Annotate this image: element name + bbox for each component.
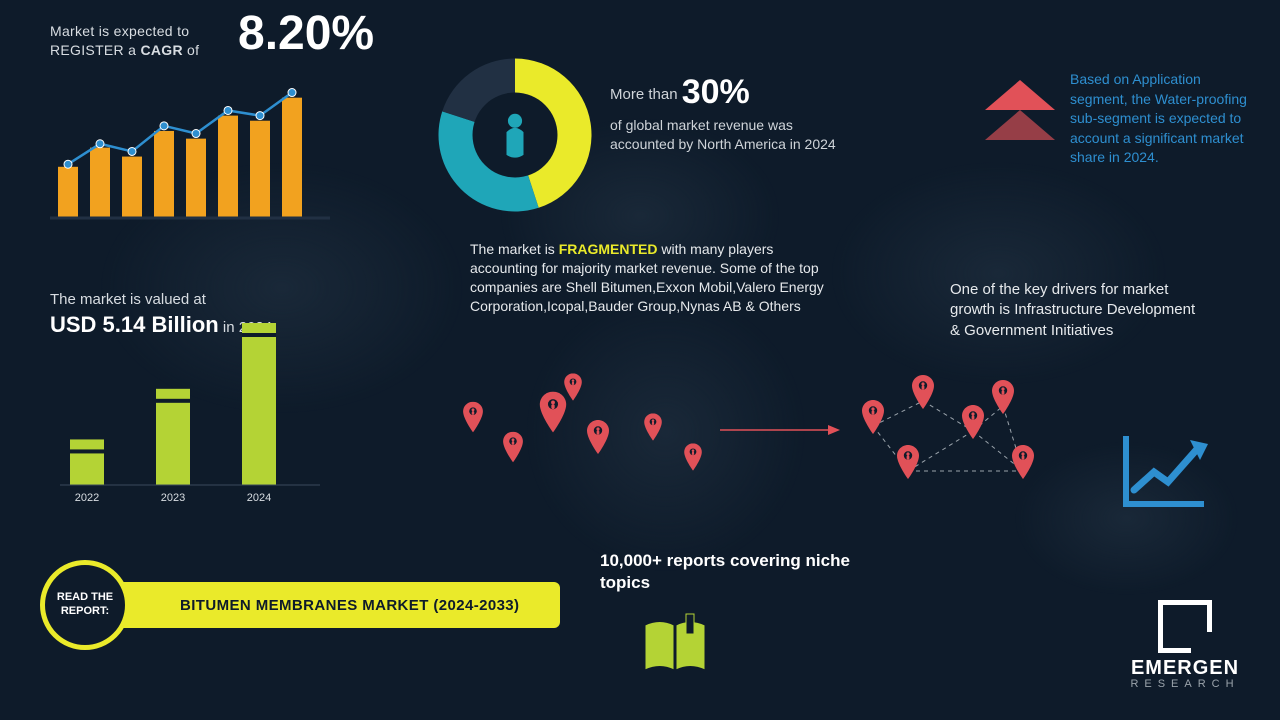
book-icon — [640, 610, 710, 680]
map-pin-icon — [461, 402, 484, 433]
logo-name: EMERGEN — [1131, 657, 1239, 680]
map-pin-icon — [683, 443, 704, 470]
svg-text:2023: 2023 — [161, 492, 185, 504]
donut-big: 30% — [682, 73, 750, 111]
emergen-logo: EMERGEN RESEARCH — [1100, 600, 1270, 690]
cagr-line2c: of — [183, 42, 199, 58]
map-pin-icon — [585, 420, 611, 454]
growth-arrow-icon — [1120, 430, 1210, 510]
read-report-badge[interactable]: READ THE REPORT: — [40, 560, 130, 650]
donut-chart — [430, 50, 600, 220]
read-report-label: READ THE REPORT: — [45, 591, 125, 619]
frag-highlight: FRAGMENTED — [559, 241, 658, 257]
combo-chart — [50, 80, 330, 230]
green-bar-chart: 2022 2023 2024 — [60, 315, 320, 505]
frag-pre: The market is — [470, 241, 559, 257]
map-pin-icon — [643, 413, 664, 440]
svg-text:2024: 2024 — [247, 492, 271, 504]
donut-rest: of global market revenue was accounted b… — [610, 117, 836, 152]
donut-lead: More than — [610, 86, 682, 103]
cagr-line2a: REGISTER a — [50, 42, 140, 58]
network-pins — [840, 360, 1060, 500]
report-title[interactable]: BITUMEN MEMBRANES MARKET (2024-2033) — [110, 582, 560, 628]
donut-svg — [430, 50, 600, 220]
reports-count-text: 10,000+ reports covering niche topics — [600, 550, 860, 594]
map-pin-icon — [501, 432, 524, 463]
cagr-percent: 8.20% — [238, 6, 374, 61]
key-driver-text: One of the key drivers for market growth… — [950, 280, 1200, 341]
map-pin-icon — [563, 373, 584, 400]
cagr-line2b: CAGR — [140, 42, 182, 58]
value-pre: The market is valued at — [50, 291, 206, 308]
double-arrow-icon — [980, 80, 1060, 160]
connector-arrow — [720, 420, 840, 440]
cagr-line1: Market is expected to — [50, 23, 189, 39]
combo-chart-svg — [50, 80, 330, 230]
green-bar-svg: 2022 2023 2024 — [60, 315, 320, 505]
report-pill[interactable]: BITUMEN MEMBRANES MARKET (2024-2033) REA… — [40, 560, 560, 650]
donut-caption: More than 30% of global market revenue w… — [610, 70, 850, 154]
logo-sub: RESEARCH — [1130, 678, 1239, 690]
fragmented-paragraph: The market is FRAGMENTED with many playe… — [470, 240, 830, 316]
segment-callout: Based on Application segment, the Water-… — [1070, 70, 1260, 168]
network-svg — [840, 360, 1060, 500]
svg-text:2022: 2022 — [75, 492, 99, 504]
logo-mark-icon — [1158, 600, 1212, 653]
